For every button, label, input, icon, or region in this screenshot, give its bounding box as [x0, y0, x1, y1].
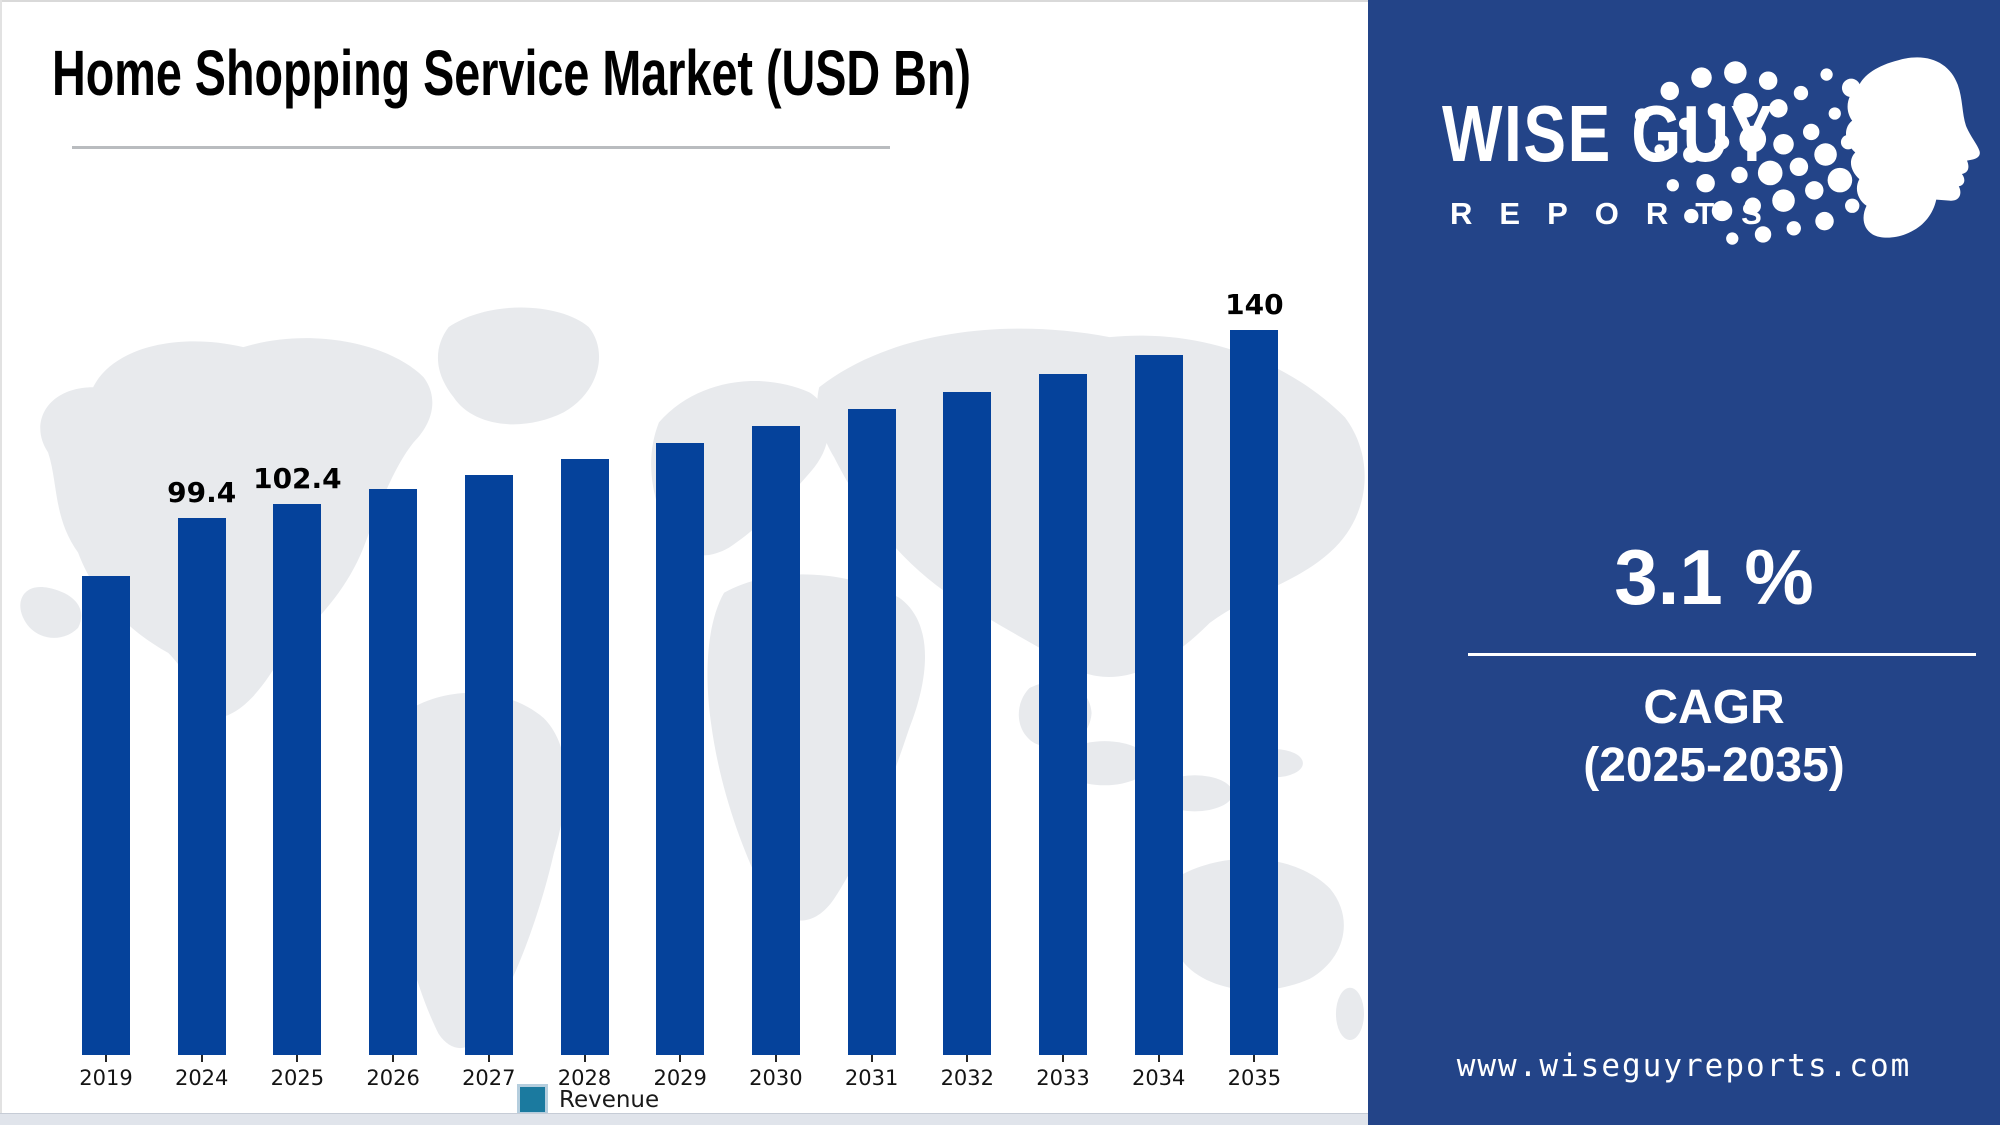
x-axis-label-2031: 2031 [844, 1066, 899, 1090]
bar-2025 [273, 504, 322, 1055]
logo-subtitle: REPORTS [1450, 196, 1789, 231]
x-axis-tick [105, 1055, 107, 1062]
bar-2028 [560, 458, 609, 1055]
x-axis-tick [774, 1055, 777, 1062]
x-axis-label-2034: 2034 [1131, 1066, 1186, 1090]
x-axis-tick [966, 1055, 969, 1062]
x-axis-label-2026: 2026 [366, 1066, 420, 1090]
x-axis-tick [1157, 1055, 1160, 1062]
bar-2029 [656, 443, 705, 1055]
x-axis-tick [870, 1055, 873, 1062]
title-underline [72, 146, 890, 149]
bar-2034 [1134, 354, 1183, 1055]
x-axis-label-2025: 2025 [270, 1066, 325, 1090]
x-axis-tick [1062, 1055, 1064, 1062]
bar-2032 [943, 391, 992, 1055]
bar-2030 [751, 426, 800, 1055]
brand-panel: WISE GUY REPORTS [1368, 0, 2000, 1125]
x-axis-label-2033: 2033 [1036, 1066, 1090, 1090]
bar-2019 [82, 575, 130, 1055]
bottom-strip [0, 1113, 1368, 1125]
bar-2035 [1230, 330, 1279, 1055]
page-title: Home Shopping Service Market (USD Bn) [52, 37, 971, 109]
x-axis-label-2024: 2024 [174, 1066, 229, 1090]
value-label-2035: 140 [1225, 288, 1284, 322]
cagr-value: 3.1 % [1614, 533, 1814, 621]
bar-chart: 2019 2024 99.4 2025 102.4 2026 2027 2028 2029 203… [79, 288, 1284, 1090]
bar-2026 [369, 489, 418, 1055]
website-url: www.wiseguyreports.com [1456, 1048, 1912, 1084]
x-axis-tick [392, 1055, 395, 1062]
cagr-period: (2025-2035) [1583, 739, 1845, 792]
bar-2027 [464, 474, 513, 1055]
legend-marker-revenue-icon [517, 1084, 548, 1115]
value-label-2024: 99.4 [167, 476, 237, 510]
bar-2031 [847, 409, 896, 1055]
x-axis-tick [200, 1055, 203, 1062]
left-border [0, 0, 2, 1125]
x-axis-tick [1253, 1055, 1256, 1062]
x-axis-tick [583, 1055, 586, 1062]
x-axis-label-2028: 2028 [557, 1066, 612, 1090]
chart-legend: Revenue [517, 1084, 659, 1115]
top-border [0, 0, 1368, 2]
x-axis-label-2029: 2029 [653, 1066, 707, 1090]
x-axis-label-2030: 2030 [749, 1066, 803, 1090]
x-axis-tick [296, 1055, 299, 1062]
x-axis-label-2027: 2027 [462, 1066, 516, 1090]
x-axis-tick [679, 1055, 682, 1062]
x-axis-label-2032: 2032 [940, 1066, 995, 1090]
value-label-2025: 102.4 [253, 462, 342, 496]
bar-2024 [177, 518, 226, 1055]
x-axis-label-2019: 2019 [79, 1066, 133, 1090]
legend-label-revenue: Revenue [559, 1086, 660, 1113]
cagr-divider [1468, 653, 1976, 656]
logo-head-icon [1634, 57, 1980, 245]
bar-2033 [1039, 373, 1087, 1055]
x-axis-tick [487, 1055, 490, 1062]
cagr-label: CAGR [1643, 681, 1785, 734]
x-axis-label-2035: 2035 [1227, 1066, 1282, 1090]
